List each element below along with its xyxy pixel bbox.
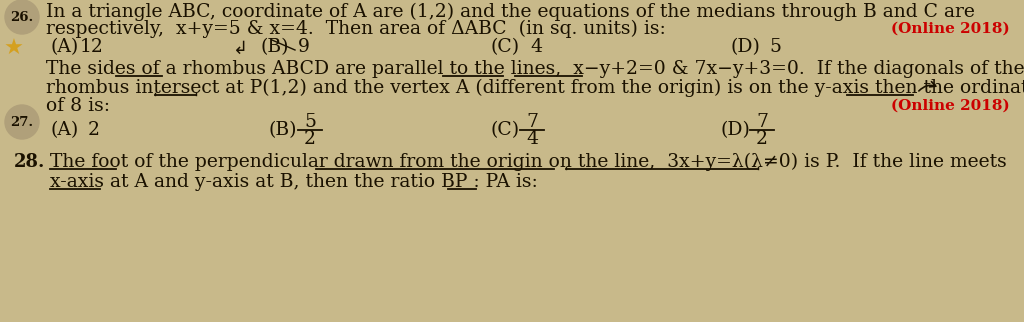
Text: (C): (C) [490,38,519,56]
Text: (B): (B) [260,38,289,56]
Text: (Online 2018): (Online 2018) [891,99,1010,113]
Text: 28.: 28. [14,153,45,171]
Text: (C): (C) [490,121,519,139]
Text: 27.: 27. [10,116,34,128]
Text: respectively,  x+y=5 & x=4.  Then area of ΔABC  (in sq. units) is:: respectively, x+y=5 & x=4. Then area of … [46,20,666,38]
Text: x-axis at A and y-axis at B, then the ratio BP : PA is:: x-axis at A and y-axis at B, then the ra… [50,173,538,191]
Text: 4: 4 [526,130,538,148]
Text: (A): (A) [50,38,78,56]
Circle shape [5,0,39,34]
Text: 9: 9 [298,38,310,56]
Circle shape [5,105,39,139]
Text: 2: 2 [756,130,768,148]
Text: 4: 4 [530,38,542,56]
Text: In a triangle ABC, coordinate of A are (1,2) and the equations of the medians th: In a triangle ABC, coordinate of A are (… [46,3,975,21]
Text: of 8 is:: of 8 is: [46,97,110,115]
Text: ★: ★ [4,39,24,59]
Text: 2: 2 [304,130,316,148]
Text: 7: 7 [756,113,768,131]
Text: (D): (D) [730,38,760,56]
Text: 5: 5 [304,113,316,131]
Text: rhombus intersect at P(1,2) and the vertex A (different from the origin) is on t: rhombus intersect at P(1,2) and the vert… [46,79,1024,97]
Text: (Online 2018): (Online 2018) [891,22,1010,36]
Text: 2: 2 [88,121,100,139]
Text: The sides of a rhombus ABCD are parallel to the lines,  x−y+2=0 & 7x−y+3=0.  If : The sides of a rhombus ABCD are parallel… [46,60,1024,78]
Text: 12: 12 [80,38,103,56]
Text: The foot of the perpendicular drawn from the origin on the line,  3x+y=λ(λ≠0) is: The foot of the perpendicular drawn from… [50,153,1007,171]
Text: (B): (B) [268,121,297,139]
Text: ↲: ↲ [232,40,248,58]
Text: (D): (D) [720,121,750,139]
Text: 7: 7 [526,113,538,131]
Text: (A): (A) [50,121,78,139]
Text: 26.: 26. [10,11,34,24]
Text: 5: 5 [769,38,781,56]
